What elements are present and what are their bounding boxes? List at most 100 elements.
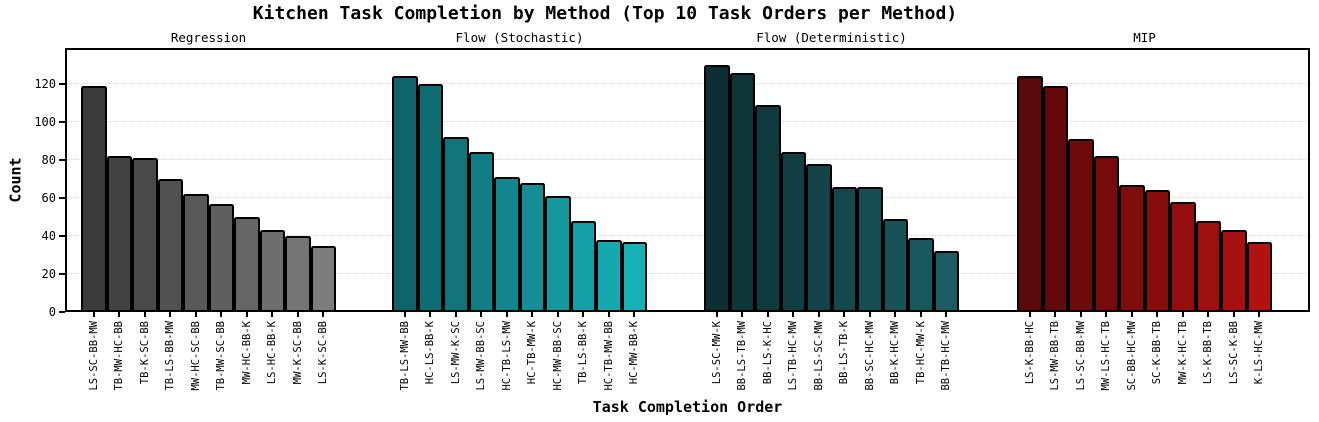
x-tick-label: BB-TB-HC-MW xyxy=(940,321,953,391)
bar xyxy=(519,182,545,310)
x-tick-mark xyxy=(403,312,406,317)
bar xyxy=(285,236,311,310)
bar xyxy=(1093,156,1119,310)
x-tick-mark xyxy=(1054,312,1057,317)
gridline xyxy=(67,273,1308,274)
x-tick-mark xyxy=(1156,312,1159,317)
x-tick-mark xyxy=(1079,312,1082,317)
x-tick-label: BB-LS-K-HC xyxy=(761,321,774,385)
bar xyxy=(494,177,520,310)
y-tick-label: 120 xyxy=(34,77,56,91)
x-tick-mark xyxy=(271,312,274,317)
bar xyxy=(1119,184,1145,310)
bar xyxy=(417,84,443,310)
bar xyxy=(468,152,494,310)
x-tick-label: TB-HC-MW-K xyxy=(914,321,927,385)
x-tick-mark xyxy=(945,312,948,317)
x-tick-label: TB-LS-BB-K xyxy=(577,321,590,385)
y-tick-label: 80 xyxy=(41,153,56,167)
x-tick-mark xyxy=(582,312,585,317)
bar xyxy=(570,220,596,310)
x-tick-label: HC-MW-BB-K xyxy=(628,321,641,385)
bar xyxy=(933,251,959,310)
x-tick-mark xyxy=(868,312,871,317)
y-tick-label: 20 xyxy=(41,267,56,281)
x-tick-label: LS-TB-HC-MW xyxy=(787,321,800,391)
x-tick-label: SC-BB-HC-MW xyxy=(1125,321,1138,391)
bar xyxy=(857,186,883,310)
y-tick-mark xyxy=(59,121,65,123)
gridline xyxy=(67,197,1308,198)
x-tick-label: HC-MW-BB-SC xyxy=(551,321,564,391)
bar xyxy=(443,137,469,310)
bar xyxy=(882,218,908,310)
x-tick-mark xyxy=(1130,312,1133,317)
x-tick-mark xyxy=(817,312,820,317)
x-tick-label: LS-K-SC-BB xyxy=(317,321,330,385)
bar xyxy=(310,245,336,310)
x-tick-label: BB-K-HC-MW xyxy=(889,321,902,385)
x-tick-mark xyxy=(118,312,121,317)
x-tick-label: BB-LS-TB-K xyxy=(838,321,851,385)
group-title: Regression xyxy=(170,30,247,45)
x-tick-mark xyxy=(245,312,248,317)
gridline xyxy=(67,159,1308,160)
gridline xyxy=(67,83,1308,84)
x-tick-label: TB-LS-BB-MW xyxy=(164,321,177,391)
x-tick-mark xyxy=(92,312,95,317)
bar xyxy=(780,152,806,310)
x-tick-mark xyxy=(766,312,769,317)
bar xyxy=(392,76,418,310)
x-tick-label: TB-MW-SC-BB xyxy=(215,321,228,391)
y-tick-label: 60 xyxy=(41,191,56,205)
x-tick-mark xyxy=(1028,312,1031,317)
bar xyxy=(259,230,285,310)
x-tick-mark xyxy=(220,312,223,317)
y-tick-label: 0 xyxy=(48,305,56,319)
bar xyxy=(234,217,260,310)
x-tick-mark xyxy=(454,312,457,317)
x-tick-mark xyxy=(1232,312,1235,317)
x-tick-mark xyxy=(429,312,432,317)
x-tick-label: TB-K-SC-BB xyxy=(138,321,151,385)
gridline xyxy=(67,235,1308,236)
y-tick-mark xyxy=(59,311,65,313)
bar xyxy=(908,237,934,310)
bar xyxy=(1221,230,1247,310)
x-tick-mark xyxy=(169,312,172,317)
x-tick-label: LS-SC-MW-K xyxy=(710,321,723,385)
x-tick-mark xyxy=(505,312,508,317)
bar xyxy=(1017,76,1043,310)
x-tick-mark xyxy=(715,312,718,317)
y-tick-label: 40 xyxy=(41,229,56,243)
x-tick-mark xyxy=(296,312,299,317)
bar xyxy=(1170,201,1196,310)
bar xyxy=(545,196,571,310)
x-tick-label: MW-K-HC-TB xyxy=(1176,321,1189,385)
axes xyxy=(65,48,1310,312)
x-tick-label: TB-LS-MW-BB xyxy=(398,321,411,391)
y-tick-label: 100 xyxy=(34,115,56,129)
x-tick-mark xyxy=(1258,312,1261,317)
x-tick-label: MW-K-SC-BB xyxy=(291,321,304,385)
bar xyxy=(1068,139,1094,310)
x-tick-mark xyxy=(322,312,325,317)
bar xyxy=(831,186,857,310)
x-tick-mark xyxy=(633,312,636,317)
x-tick-label: MW-HC-BB-K xyxy=(240,321,253,385)
x-tick-label: MW-HC-SC-BB xyxy=(189,321,202,391)
x-tick-mark xyxy=(480,312,483,317)
gridline xyxy=(67,121,1308,122)
bar xyxy=(106,156,132,310)
x-tick-label: MW-LS-HC-TB xyxy=(1100,321,1113,391)
bar xyxy=(1042,85,1068,310)
x-tick-label: BB-SC-HC-MW xyxy=(863,321,876,391)
bar xyxy=(183,194,209,310)
bar xyxy=(1195,220,1221,310)
x-tick-label: BB-LS-TB-MW xyxy=(736,321,749,391)
x-tick-label: HC-TB-LS-MW xyxy=(500,321,513,391)
x-tick-mark xyxy=(792,312,795,317)
x-tick-mark xyxy=(531,312,534,317)
x-tick-label: LS-SC-K-BB xyxy=(1227,321,1240,385)
